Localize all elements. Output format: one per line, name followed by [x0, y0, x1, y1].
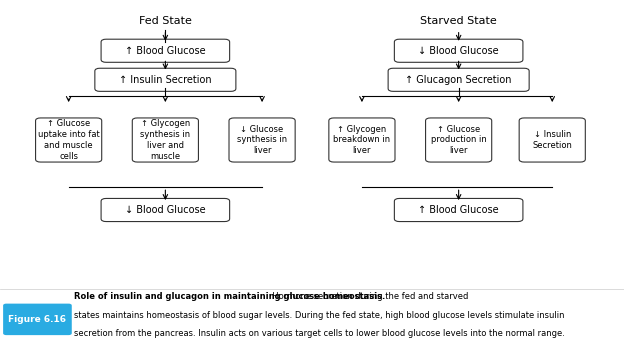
Text: Fed State: Fed State	[139, 16, 192, 26]
FancyBboxPatch shape	[3, 303, 72, 335]
FancyBboxPatch shape	[519, 118, 585, 162]
Text: ↓ Insulin
Secretion: ↓ Insulin Secretion	[532, 130, 572, 150]
FancyBboxPatch shape	[388, 68, 529, 91]
Text: ↑ Insulin Secretion: ↑ Insulin Secretion	[119, 75, 212, 85]
Text: ↑ Blood Glucose: ↑ Blood Glucose	[418, 205, 499, 215]
FancyBboxPatch shape	[394, 198, 523, 222]
FancyBboxPatch shape	[329, 118, 395, 162]
Text: Role of insulin and glucagon in maintaining glucose homeostasis.: Role of insulin and glucagon in maintain…	[74, 292, 385, 301]
Text: ↓ Blood Glucose: ↓ Blood Glucose	[418, 46, 499, 56]
Text: Starved State: Starved State	[421, 16, 497, 26]
Text: ↓ Blood Glucose: ↓ Blood Glucose	[125, 205, 206, 215]
Text: ↑ Glucose
production in
liver: ↑ Glucose production in liver	[431, 125, 487, 155]
Text: ↑ Glucagon Secretion: ↑ Glucagon Secretion	[406, 75, 512, 85]
Text: secretion from the pancreas. Insulin acts on various target cells to lower blood: secretion from the pancreas. Insulin act…	[74, 329, 565, 338]
FancyBboxPatch shape	[101, 198, 230, 222]
FancyBboxPatch shape	[132, 118, 198, 162]
FancyBboxPatch shape	[95, 68, 236, 91]
Text: ↑ Glucose
uptake into fat
and muscle
cells: ↑ Glucose uptake into fat and muscle cel…	[38, 119, 99, 161]
FancyBboxPatch shape	[101, 39, 230, 62]
Text: states maintains homeostasis of blood sugar levels. During the fed state, high b: states maintains homeostasis of blood su…	[74, 311, 564, 320]
Text: ↑ Glycogen
synthesis in
liver and
muscle: ↑ Glycogen synthesis in liver and muscle	[140, 119, 190, 161]
Text: Figure 6.16: Figure 6.16	[9, 315, 66, 324]
Text: ↓ Glucose
synthesis in
liver: ↓ Glucose synthesis in liver	[237, 125, 287, 155]
Text: Hormone secretion during the fed and starved: Hormone secretion during the fed and sta…	[267, 292, 469, 301]
FancyBboxPatch shape	[36, 118, 102, 162]
FancyBboxPatch shape	[426, 118, 492, 162]
Text: ↑ Glycogen
breakdown in
liver: ↑ Glycogen breakdown in liver	[333, 125, 391, 155]
FancyBboxPatch shape	[229, 118, 295, 162]
FancyBboxPatch shape	[394, 39, 523, 62]
Text: ↑ Blood Glucose: ↑ Blood Glucose	[125, 46, 206, 56]
